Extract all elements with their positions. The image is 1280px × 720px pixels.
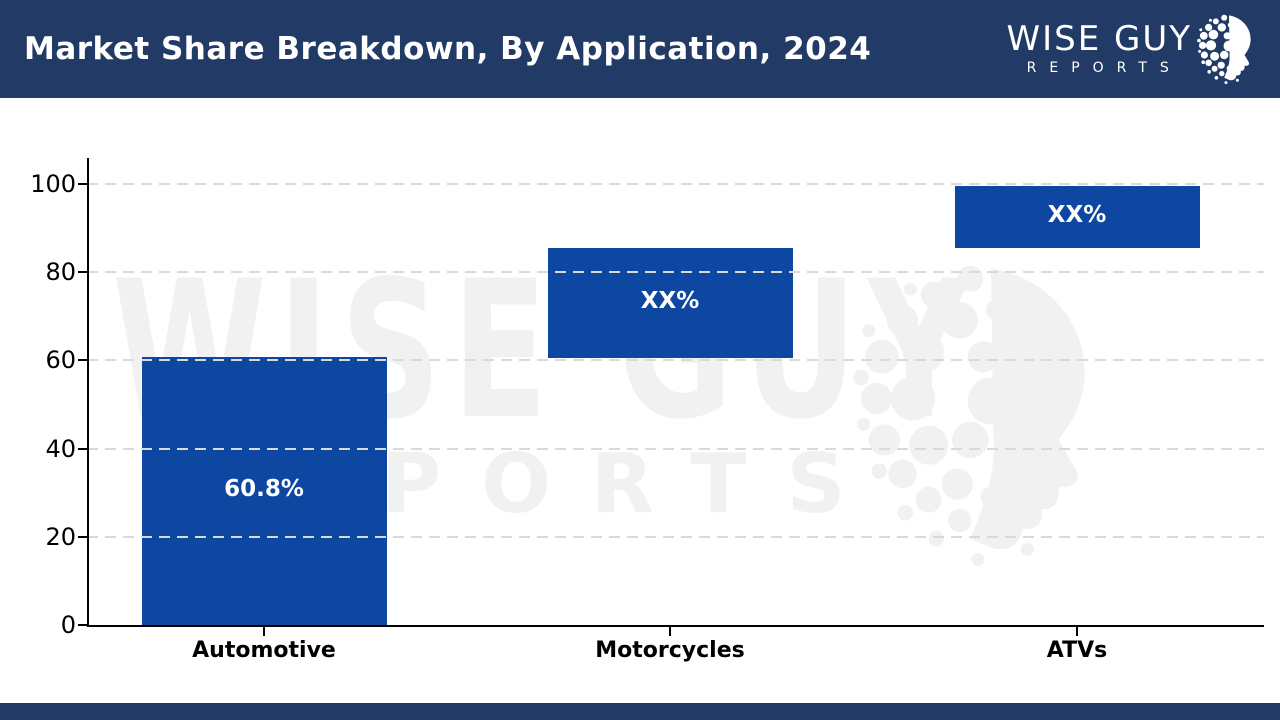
- y-tick-label: 100: [30, 170, 76, 198]
- header-bar: Market Share Breakdown, By Application, …: [0, 0, 1280, 98]
- y-tick-label: 20: [45, 522, 76, 551]
- bar-value-label: XX%: [1047, 202, 1107, 229]
- y-tick-label: 40: [45, 434, 76, 463]
- y-axis-line: [87, 158, 89, 627]
- logo-wordmark-block: WISE GUY REPORTS: [1006, 19, 1192, 76]
- wise-guy-reports-logo: WISE GUY REPORTS: [1006, 11, 1256, 87]
- x-axis-label: Motorcycles: [595, 638, 745, 663]
- bar-atvs: [954, 186, 1200, 248]
- y-tick-label: 60: [45, 346, 76, 375]
- bar-motorcycles: [547, 247, 793, 359]
- logo-head-icon: [1197, 14, 1251, 85]
- y-tick-mark: [78, 271, 87, 274]
- gridline-60: [87, 359, 1264, 362]
- footer-bar: [0, 703, 1280, 720]
- x-axis-label: ATVs: [1046, 638, 1108, 663]
- y-tick-mark: [78, 447, 87, 450]
- y-tick-label: 80: [45, 258, 76, 287]
- bar-value-label: XX%: [640, 288, 700, 315]
- gridline-100: [87, 183, 1264, 185]
- gridline-20: [87, 535, 1264, 538]
- logo-wordmark: WISE GUY: [1006, 19, 1192, 60]
- bar-value-label: 60.8%: [224, 475, 304, 502]
- bar-automotive: [141, 356, 387, 625]
- y-tick-mark: [78, 183, 87, 185]
- x-tick-mark: [263, 627, 265, 636]
- y-tick-mark: [78, 359, 87, 362]
- page-title: Market Share Breakdown, By Application, …: [24, 31, 872, 67]
- x-tick-mark: [1076, 627, 1078, 636]
- y-tick-mark: [78, 535, 87, 538]
- gridline-80: [87, 271, 1264, 274]
- y-tick-label: 0: [60, 611, 76, 639]
- x-axis-label: Automotive: [192, 638, 336, 663]
- x-tick-mark: [669, 627, 671, 636]
- gridline-40: [87, 447, 1264, 450]
- x-axis-line: [87, 625, 1264, 627]
- y-tick-mark: [78, 624, 87, 626]
- logo-subtitle: REPORTS: [1026, 59, 1182, 76]
